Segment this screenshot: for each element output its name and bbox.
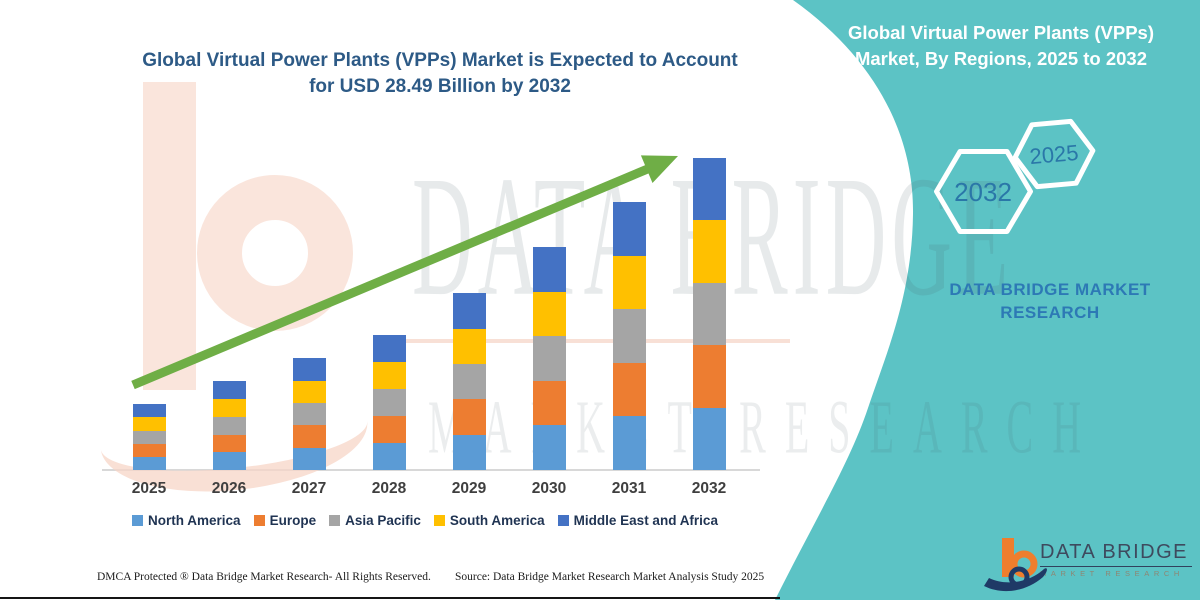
x-axis-line — [102, 469, 760, 471]
footer-rule — [0, 597, 780, 599]
logo-title: DATA BRIDGE — [1040, 541, 1189, 563]
footer-dmca-text: DMCA Protected ® Data Bridge Market Rese… — [97, 571, 431, 583]
footer-source-text: Source: Data Bridge Market Research Mark… — [455, 571, 765, 583]
legend-swatch — [433, 515, 445, 526]
legend-swatch — [557, 515, 569, 526]
logo-subtitle: MARKET RESEARCH — [1040, 569, 1184, 578]
chart-title-line1: Global Virtual Power Plants (VPPs) Marke… — [142, 50, 738, 71]
chart-legend: North America Europe Asia Pacific South Ame… — [88, 513, 762, 528]
side-panel-heading: Global Virtual Power Plants (VPPs) Marke… — [847, 22, 1155, 69]
logo-rule — [1040, 566, 1192, 567]
legend-item-south-america: South America — [433, 513, 545, 528]
legend-item-middle-east-and-africa: Middle East and Africa — [557, 513, 718, 528]
legend-label: South America — [449, 513, 545, 528]
legend-swatch — [132, 515, 144, 526]
legend-label: Europe — [269, 513, 317, 528]
legend-swatch — [253, 515, 265, 526]
legend-item-europe: Europe — [253, 513, 317, 528]
databridge-logo-wordmark: DATA BRIDGE MARKET RESEARCH — [1040, 541, 1192, 578]
legend-item-north-america: North America — [132, 513, 241, 528]
side-panel-brand-text: DATA BRIDGE MARKET RESEARCH — [949, 280, 1151, 322]
chart-title: Global Virtual Power Plants (VPPs) Marke… — [115, 48, 765, 100]
legend-label: North America — [148, 513, 241, 528]
legend-swatch — [329, 515, 341, 526]
legend-label: Asia Pacific — [345, 513, 421, 528]
chart-title-line2: for USD 28.49 Billion by 2032 — [309, 76, 571, 97]
legend-item-asia-pacific: Asia Pacific — [329, 513, 421, 528]
legend-label: Middle East and Africa — [573, 513, 718, 528]
